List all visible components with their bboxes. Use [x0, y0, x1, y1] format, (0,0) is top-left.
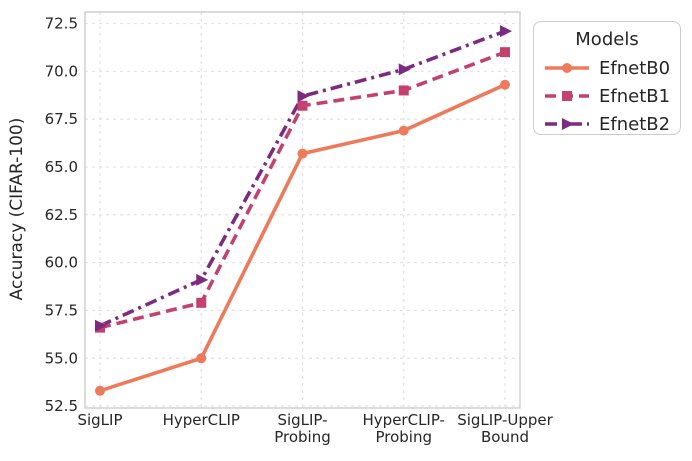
y-tick-label: 70.0 — [45, 62, 78, 80]
data-point-efnetb1-4 — [500, 47, 510, 58]
y-tick-label: 57.5 — [45, 301, 78, 319]
data-point-efnetb2-0 — [95, 319, 107, 332]
x-tick-label: SigLIP-Upper Bound — [457, 411, 553, 446]
data-point-efnetb1-3 — [398, 85, 409, 96]
legend-item-efnetb1: EfnetB1 — [534, 82, 680, 110]
data-point-efnetb2-3 — [398, 63, 411, 76]
legend-label-efnetb0: EfnetB0 — [599, 57, 671, 79]
data-point-efnetb2-4 — [500, 25, 512, 38]
plot-frame — [84, 11, 521, 409]
efnetb0-sample-marker — [562, 63, 572, 73]
y-tick-label: 52.5 — [45, 397, 78, 415]
y-tick-label: 72.5 — [45, 14, 78, 32]
data-point-efnetb0-0 — [95, 385, 105, 396]
legend-label-efnetb1: EfnetB1 — [599, 85, 671, 107]
efnetb0-line-sample-icon — [545, 63, 589, 73]
efnetb2-sample-marker — [562, 118, 574, 130]
y-axis-label: Accuracy (CIFAR-100) — [7, 117, 27, 301]
legend-label-efnetb2: EfnetB2 — [599, 113, 671, 135]
legend: Models EfnetB0 EfnetB1 EfnetB2 — [533, 21, 681, 135]
data-point-efnetb0-2 — [297, 148, 308, 159]
x-tick-label: HyperCLIP-Probing — [363, 411, 445, 446]
y-tick-label: 60.0 — [45, 254, 78, 272]
data-point-efnetb0-3 — [398, 125, 409, 136]
data-point-efnetb1-2 — [297, 100, 308, 111]
efnetb2-line-sample-icon — [545, 118, 589, 130]
y-tick-label: 55.0 — [45, 349, 78, 367]
legend-title: Models — [575, 29, 639, 50]
x-tick-label: SigLIP — [77, 411, 122, 429]
y-tick-label: 62.5 — [45, 206, 78, 224]
series-line-efnetb2 — [99, 29, 506, 328]
legend-item-efnetb0: EfnetB0 — [534, 54, 680, 82]
x-tick-label: HyperCLIP — [163, 411, 240, 429]
x-tick-label: SigLIP-Probing — [274, 411, 331, 446]
data-point-efnetb0-4 — [500, 79, 510, 90]
efnetb1-sample-marker — [562, 91, 572, 101]
y-tick-label: 67.5 — [45, 110, 78, 128]
data-point-efnetb1-1 — [196, 297, 207, 308]
legend-item-efnetb2: EfnetB2 — [534, 110, 680, 138]
data-point-efnetb0-1 — [196, 353, 207, 364]
data-point-efnetb2-1 — [196, 273, 209, 286]
data-point-efnetb2-2 — [297, 90, 310, 103]
efnetb1-line-sample-icon — [545, 91, 589, 101]
y-tick-label: 65.0 — [45, 158, 78, 176]
